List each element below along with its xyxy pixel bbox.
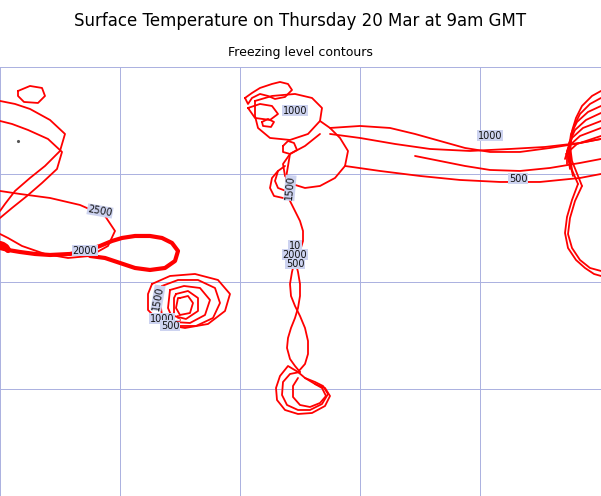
Text: 1000: 1000 — [150, 314, 174, 324]
Text: Surface Temperature on Thursday 20 Mar at 9am GMT: Surface Temperature on Thursday 20 Mar a… — [75, 12, 526, 30]
Text: 1500: 1500 — [284, 175, 296, 201]
Text: S: S — [175, 315, 181, 324]
Text: 500: 500 — [285, 259, 304, 269]
Text: Freezing level contours: Freezing level contours — [228, 46, 373, 59]
Text: 1000: 1000 — [478, 131, 502, 141]
Text: 1500: 1500 — [151, 285, 165, 311]
Text: 500: 500 — [509, 174, 527, 184]
Text: 2000: 2000 — [73, 246, 97, 256]
Text: 2000: 2000 — [282, 250, 307, 260]
Text: 1000: 1000 — [282, 106, 307, 116]
Text: 2500: 2500 — [87, 204, 113, 218]
Text: 10: 10 — [289, 241, 301, 251]
Text: 500: 500 — [160, 321, 179, 331]
